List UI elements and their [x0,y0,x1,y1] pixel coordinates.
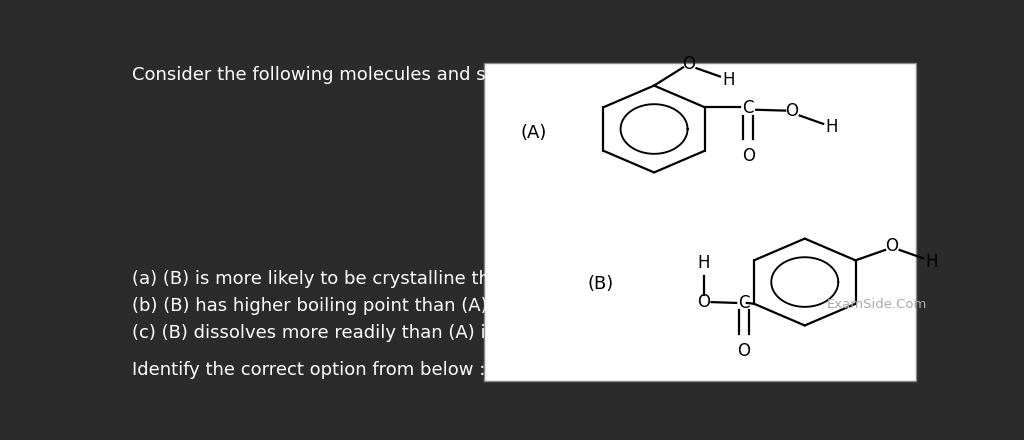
Text: (a) (B) is more likely to be crystalline than (A): (a) (B) is more likely to be crystalline… [132,270,545,288]
Text: C: C [738,294,750,312]
Text: O: O [697,293,711,311]
Text: O: O [682,55,695,73]
Text: O: O [886,237,898,255]
Text: H: H [926,253,938,271]
Text: O: O [737,342,751,360]
Text: (b) (B) has higher boiling point than (A): (b) (B) has higher boiling point than (A… [132,297,487,315]
Text: H: H [697,254,710,272]
Text: C: C [742,99,754,117]
Text: (B): (B) [588,275,614,293]
Text: Consider the following molecules and statements related to them :: Consider the following molecules and sta… [132,66,736,84]
Text: Identify the correct option from below :: Identify the correct option from below : [132,361,485,379]
Text: H: H [722,71,734,89]
Text: ExamSide.Com: ExamSide.Com [827,298,928,311]
Text: O: O [785,103,799,121]
Text: (A): (A) [521,124,547,142]
Bar [483,63,916,381]
Text: (c) (B) dissolves more readily than (A) in water: (c) (B) dissolves more readily than (A) … [132,324,554,342]
Text: H: H [825,118,838,136]
Text: O: O [741,147,755,165]
